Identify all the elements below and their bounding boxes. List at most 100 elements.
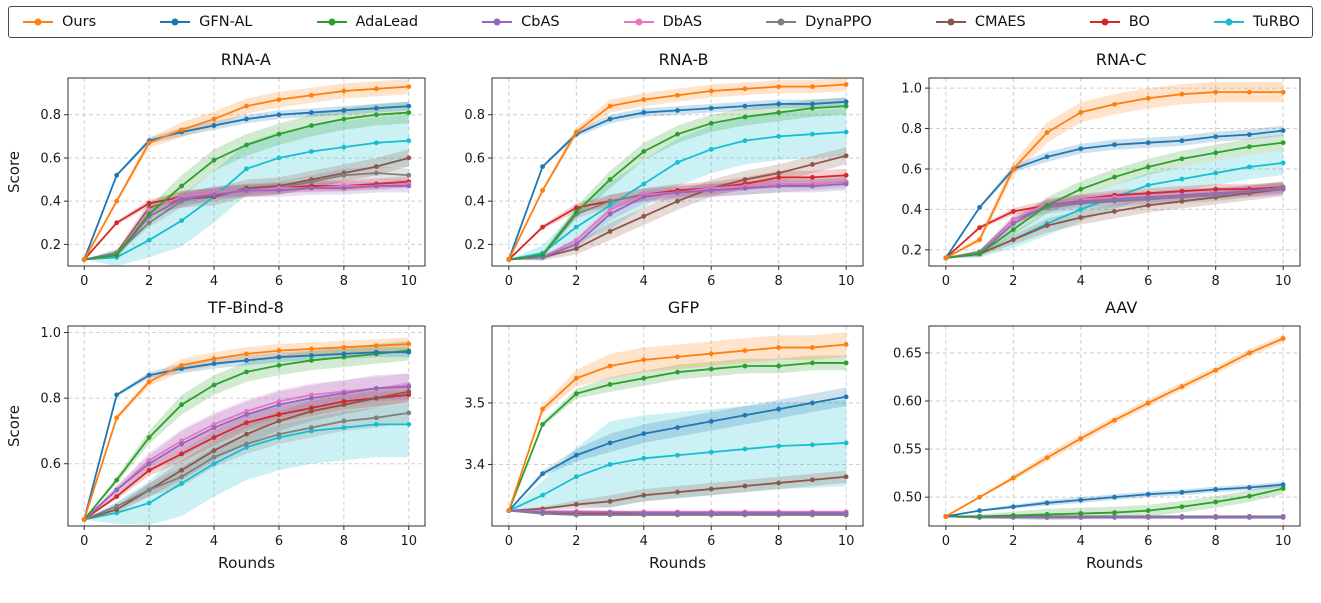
x-tick-label: 8 (774, 274, 782, 289)
legend-line-marker-icon (766, 18, 797, 26)
chart-title-tf-bind-8: TF-Bind-8 (207, 298, 284, 317)
gfp-plot: 0 2 4 6 8 10 3.4 3.5 Rounds (464, 325, 864, 572)
y-tick-label: 0.65 (893, 346, 922, 361)
x-tick-label: 6 (707, 534, 715, 549)
x-tick-label: 4 (210, 534, 218, 549)
y-tick-label: 0.50 (893, 491, 922, 506)
legend-label: CbAS (521, 14, 560, 30)
figure-grid: RNA-A 0 2 4 6 8 10 0.2 0.4 0.6 0.8 Score RNA-B 0 2 4… (4, 46, 1317, 578)
legend-item-bo: BO (1088, 14, 1150, 30)
y-tick-label: 0.6 (40, 457, 61, 472)
legend-label: TuRBO (1252, 14, 1300, 30)
legend-item-dynappo: DynaPPO (764, 14, 872, 30)
legend-item-adalead: AdaLead (315, 14, 419, 30)
x-tick-label: 8 (1212, 274, 1220, 289)
x-tick-label: 6 (1144, 274, 1152, 289)
legend-label: CMAES (974, 14, 1026, 30)
y-tick-label: 0.8 (40, 108, 61, 123)
y-tick-label: 1.0 (902, 82, 923, 97)
y-tick-label: 0.2 (40, 238, 61, 253)
x-tick-label: 0 (504, 534, 512, 549)
y-tick-label: 0.55 (893, 443, 922, 458)
legend-line-marker-icon (1213, 18, 1244, 26)
x-axis-label: Rounds (649, 554, 706, 572)
x-tick-label: 2 (1010, 274, 1018, 289)
x-tick-label: 10 (838, 274, 855, 289)
legend-label: Ours (62, 14, 97, 30)
x-tick-label: 10 (838, 534, 855, 549)
y-tick-label: 3.5 (464, 396, 485, 411)
legend-item-cbas: CbAS (480, 14, 560, 30)
x-tick-label: 8 (340, 274, 348, 289)
x-tick-label: 4 (639, 274, 647, 289)
x-tick-label: 2 (572, 274, 580, 289)
x-tick-label: 4 (1077, 534, 1085, 549)
y-axis-label: Score (5, 151, 23, 193)
legend-line-marker-icon (623, 18, 654, 26)
chart-title-gfp: GFP (667, 298, 700, 317)
x-tick-label: 2 (572, 534, 580, 549)
legend-line-marker-icon (482, 18, 513, 26)
fig-gfp: GFP 0 2 4 6 8 10 3.4 3.5 Rounds (442, 294, 880, 578)
x-tick-label: 8 (1212, 534, 1220, 549)
legend-line-marker-icon (23, 18, 53, 26)
x-tick-label: 6 (1144, 534, 1152, 549)
legend-item-ours: Ours (21, 14, 96, 30)
fig-tf-bind-8: TF-Bind-8 0 2 4 6 8 10 0.6 0.8 1.0 Score Rounds (4, 294, 442, 578)
legend-line-marker-icon (935, 18, 966, 26)
x-tick-label: 10 (400, 274, 417, 289)
legend-item-cmaes: CMAES (934, 14, 1026, 30)
legend-line-marker-icon (316, 18, 347, 26)
y-tick-label: 0.4 (464, 195, 485, 210)
x-tick-label: 0 (942, 534, 950, 549)
rna-a-plot: 0 2 4 6 8 10 0.2 0.4 0.6 0.8 Score (5, 77, 426, 289)
x-tick-label: 0 (942, 274, 950, 289)
y-tick-label: 0.6 (902, 162, 923, 177)
fig-rna-b: RNA-B 0 2 4 6 8 10 0.2 0.4 0.6 0.8 (442, 46, 880, 294)
legend-label: DynaPPO (805, 14, 872, 30)
legend-label: GFN-AL (199, 14, 253, 30)
x-tick-label: 0 (80, 534, 88, 549)
y-tick-label: 0.8 (40, 392, 61, 407)
y-tick-label: 0.2 (464, 238, 485, 253)
legend-label: AdaLead (355, 14, 419, 30)
y-tick-label: 1.0 (40, 326, 61, 341)
x-tick-label: 4 (210, 274, 218, 289)
fig-rna-a: RNA-A 0 2 4 6 8 10 0.2 0.4 0.6 0.8 Score (4, 46, 442, 294)
y-tick-label: 0.60 (893, 395, 922, 410)
x-tick-label: 4 (1077, 274, 1085, 289)
x-tick-label: 2 (1010, 534, 1018, 549)
legend-item-dbas: DbAS (622, 14, 702, 30)
x-tick-label: 10 (400, 534, 417, 549)
chart-title-aav: AAV (1105, 298, 1138, 317)
x-tick-label: 6 (275, 274, 283, 289)
fig-aav: AAV 0 2 4 6 8 10 0.50 0.55 0.60 0.65 Rounds (879, 294, 1317, 578)
y-tick-label: 0.2 (902, 243, 923, 258)
y-tick-label: 0.6 (40, 151, 61, 166)
chart-title-rna-c: RNA-C (1095, 50, 1147, 69)
y-tick-label: 3.4 (464, 458, 485, 473)
y-tick-label: 0.4 (902, 203, 923, 218)
x-tick-label: 2 (145, 534, 153, 549)
x-tick-label: 10 (1275, 534, 1292, 549)
legend-label: BO (1128, 14, 1150, 30)
legend-item-turbo: TuRBO (1212, 14, 1300, 30)
x-tick-label: 8 (340, 534, 348, 549)
aav-plot: 0 2 4 6 8 10 0.50 0.55 0.60 0.65 Rounds (893, 325, 1301, 572)
x-axis-label: Rounds (1086, 554, 1143, 572)
x-tick-label: 0 (504, 274, 512, 289)
tf-bind-8-plot: 0 2 4 6 8 10 0.6 0.8 1.0 Score Rounds (5, 325, 426, 572)
x-tick-label: 10 (1275, 274, 1292, 289)
legend-line-marker-icon (160, 18, 191, 26)
x-tick-label: 8 (774, 534, 782, 549)
chart-title-rna-a: RNA-A (220, 50, 271, 69)
y-tick-label: 0.8 (464, 108, 485, 123)
legend-item-gfn-al: GFN-AL (158, 14, 252, 30)
chart-title-rna-b: RNA-B (658, 50, 709, 69)
y-tick-label: 0.4 (40, 195, 61, 210)
x-tick-label: 6 (275, 534, 283, 549)
x-tick-label: 4 (639, 534, 647, 549)
legend-line-marker-icon (1089, 18, 1120, 26)
x-axis-label: Rounds (218, 554, 275, 572)
